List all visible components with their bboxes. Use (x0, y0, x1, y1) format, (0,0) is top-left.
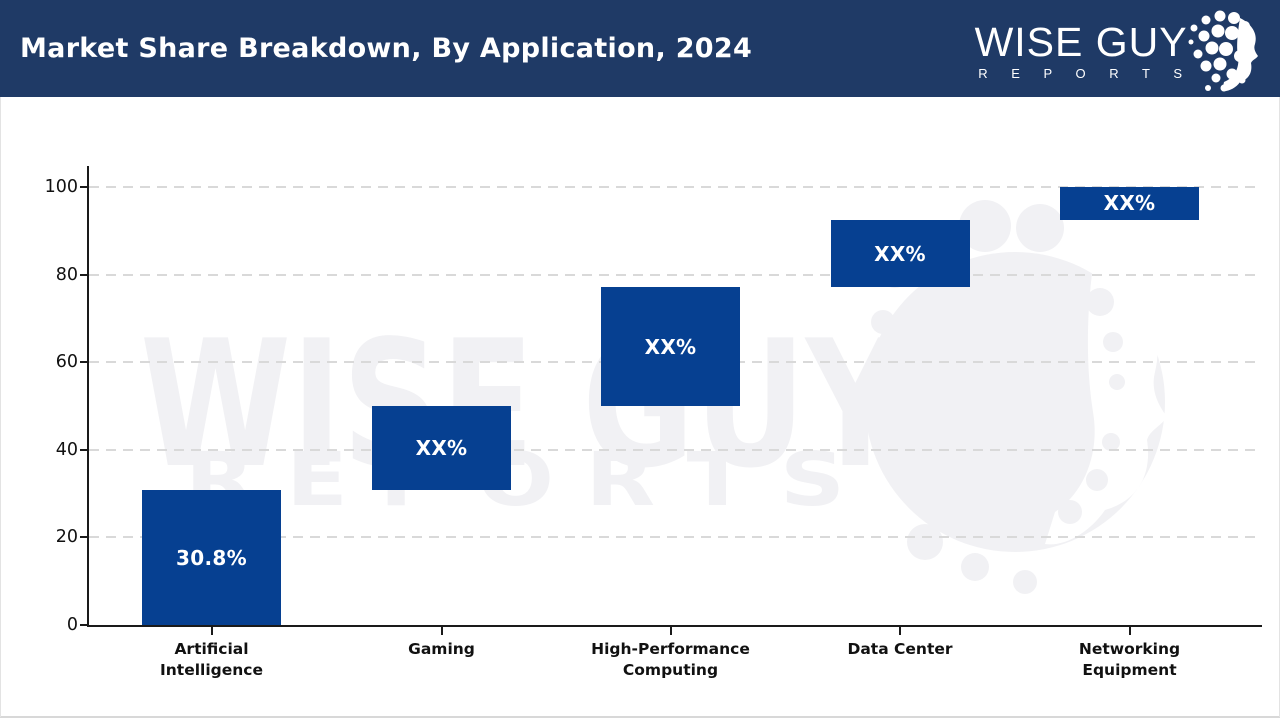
gridline-y20 (89, 536, 1262, 539)
gridline-y80 (89, 273, 1262, 276)
y-axis-tick-label: 100 (44, 177, 78, 197)
bar-value-label: XX% (874, 241, 926, 266)
y-axis-tick-label: 40 (55, 439, 78, 460)
y-tick-mark (80, 624, 88, 626)
x-axis-category-label: Gaming (332, 639, 552, 660)
bar-value-label: 30.8% (176, 545, 247, 570)
bar-value-label: XX% (1103, 191, 1156, 216)
y-tick-mark (80, 273, 88, 276)
category-label-line: Computing (622, 661, 719, 679)
category-label-line: Intelligence (159, 661, 263, 679)
left-border-line (0, 97, 1, 717)
x-axis-category-label: Networking Equipment (1020, 639, 1240, 681)
logo-head-icon (1188, 10, 1258, 92)
category-label-line: Artificial (174, 640, 249, 658)
y-axis-tick-label: 80 (55, 264, 78, 285)
category-label-line: Networking (1078, 640, 1181, 658)
category-label-line: Equipment (1082, 661, 1177, 679)
y-tick-mark (80, 361, 88, 364)
x-axis-category-label: Data Center (790, 639, 1010, 660)
logo-subtext: R E P O R T S (978, 66, 1192, 81)
y-tick-mark (80, 448, 88, 451)
header-bar: Market Share Breakdown, By Application, … (0, 0, 1280, 97)
y-axis-tick-label: 0 (66, 615, 78, 635)
x-tick-mark (210, 627, 213, 635)
x-tick-mark (440, 627, 443, 635)
category-label-line: High-Performance (591, 640, 750, 658)
wiseguy-logo: WISE GUY R E P O R T S (970, 6, 1264, 94)
x-axis-category-label: Artificial Intelligence (102, 639, 322, 681)
x-tick-mark (1128, 627, 1131, 635)
page-title: Market Share Breakdown, By Application, … (20, 33, 753, 64)
y-axis-tick-label: 20 (55, 527, 78, 548)
y-tick-mark (80, 536, 88, 539)
logo-wordmark: WISE GUY (974, 19, 1188, 65)
bottom-border-line (0, 716, 1280, 718)
y-axis-line (87, 166, 89, 627)
bar-networking-equipment: XX% (1060, 187, 1199, 220)
x-tick-mark (899, 627, 901, 635)
bar-value-label: XX% (644, 334, 697, 359)
x-axis-line (87, 625, 1262, 627)
svg-text:WISE GUY: WISE GUY (140, 304, 907, 507)
bar-artificial-intelligence: 30.8% (142, 490, 281, 625)
gridline-y40 (89, 448, 1262, 451)
bar-value-label: XX% (415, 436, 468, 461)
bar-high-performance-computing: XX% (601, 287, 740, 407)
bar-gaming: XX% (372, 406, 511, 491)
chart-area: WISE GUY R E P O R T S 0 20 40 60 80 100 30.8%… (0, 97, 1280, 720)
y-axis-tick-label: 60 (55, 352, 78, 373)
x-tick-mark (669, 627, 672, 635)
bar-datacenter: XX% (830, 219, 970, 288)
gridline-y100 (89, 186, 1262, 188)
y-tick-mark (80, 186, 88, 188)
category-label-line: Data Center (847, 640, 953, 658)
x-axis-category-label: High-Performance Computing (561, 639, 781, 681)
category-label-line: Gaming (408, 640, 475, 658)
